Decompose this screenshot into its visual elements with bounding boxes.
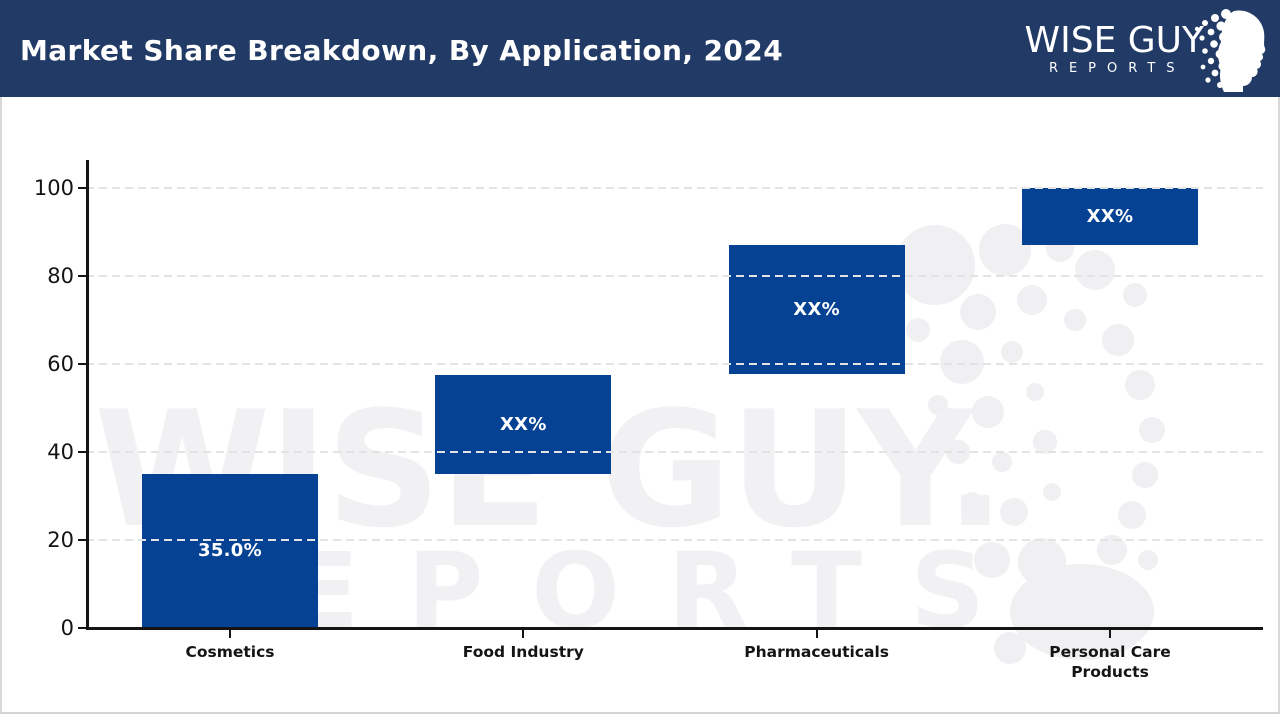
x-category-label-2: Pharmaceuticals [744, 642, 890, 661]
y-axis-line [86, 160, 89, 630]
bar-segment-pharmaceuticals: XX% [728, 244, 905, 375]
x-tick-0 [229, 630, 231, 638]
chart-title: Market Share Breakdown, By Application, … [20, 34, 784, 67]
y-tick-label-40: 40 [47, 439, 74, 464]
y-tick-40 [78, 450, 86, 453]
bar-value-label: XX% [793, 299, 840, 321]
gridline-y60 [86, 362, 1263, 365]
bar-value-label: 35.0% [198, 540, 262, 561]
x-tick-1 [522, 630, 525, 638]
x-tick-3 [1109, 630, 1111, 638]
bottom-border [0, 712, 1280, 714]
y-tick-20 [78, 538, 86, 541]
logo-wordmark: WISE GUY REPORTS [1025, 22, 1205, 76]
x-category-label-0: Cosmetics [185, 642, 275, 661]
gridline-y100 [86, 186, 1263, 189]
header-band: Market Share Breakdown, By Application, … [0, 0, 1280, 97]
logo-line2: REPORTS [1048, 60, 1186, 76]
gridline-y40 [86, 450, 1263, 453]
y-tick-label-80: 80 [47, 263, 74, 288]
y-tick-100 [78, 186, 86, 189]
gridline-y20 [86, 538, 1263, 541]
x-tick-2 [815, 630, 818, 638]
bar-segment-food-industry: XX% [435, 374, 612, 474]
logo-head-icon [1194, 9, 1266, 92]
bar-segment-cosmetics: 35.0% [142, 473, 318, 628]
bar-value-label: XX% [499, 413, 547, 435]
y-tick-80 [78, 274, 86, 277]
gridline-y80 [86, 274, 1263, 277]
y-tick-label-60: 60 [47, 351, 74, 376]
y-tick-60 [78, 362, 86, 365]
x-axis-line [86, 627, 1263, 630]
y-tick-label-100: 100 [33, 175, 74, 200]
y-tick-label-20: 20 [47, 527, 74, 552]
bar-segment-personal-care-products: XX% [1022, 187, 1198, 245]
bar-value-label: XX% [1086, 205, 1134, 227]
wiseguy-logo: WISE GUY REPORTS [1025, 6, 1275, 92]
y-tick-label-0: 0 [60, 615, 74, 640]
x-category-label-3: Personal Care Products [1049, 642, 1171, 682]
logo-line1: WISE GUY [1024, 20, 1205, 62]
x-category-label-1: Food Industry [462, 642, 584, 661]
y-tick-0 [78, 626, 86, 629]
